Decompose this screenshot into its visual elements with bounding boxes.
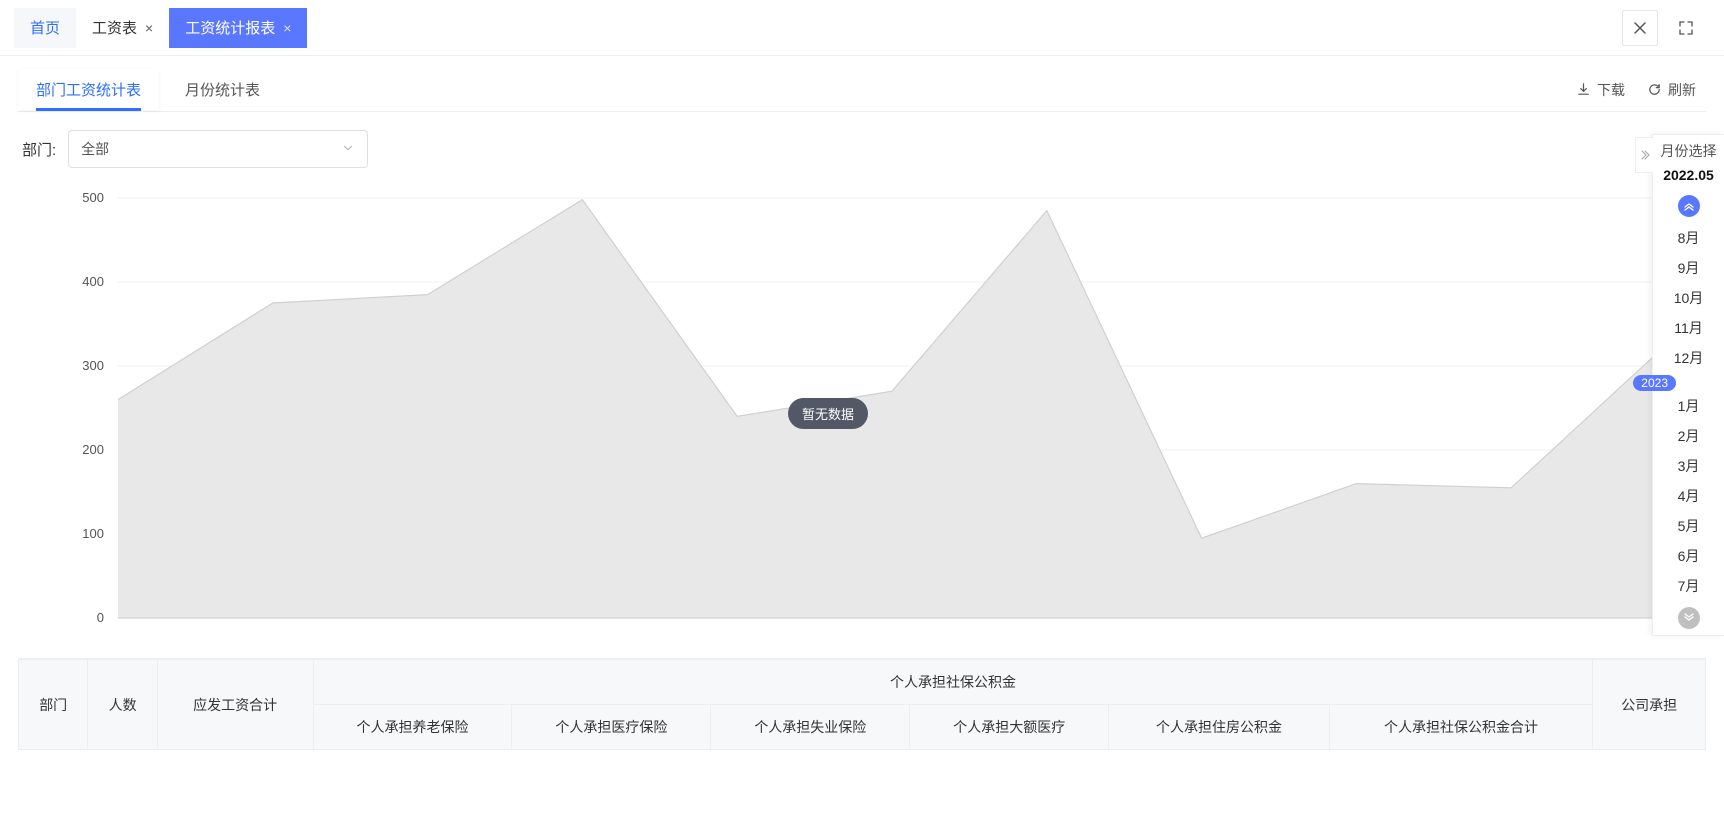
refresh-button[interactable]: 刷新 (1647, 80, 1696, 100)
month-scroll-down-button[interactable] (1678, 607, 1700, 629)
fullscreen-icon (1678, 20, 1694, 36)
tab-home-label: 首页 (30, 17, 60, 38)
refresh-label: 刷新 (1668, 80, 1696, 100)
month-item-b-5[interactable]: 6月 (1653, 541, 1724, 571)
col-g-1: 个人承担医疗保险 (512, 705, 711, 750)
col-company-pay: 公司承担 (1593, 660, 1706, 750)
month-item-b-6[interactable]: 7月 (1653, 571, 1724, 601)
close-icon (1632, 20, 1648, 36)
chevron-up-double-icon (1683, 200, 1695, 212)
col-group-personal-social: 个人承担社保公积金 (313, 660, 1593, 705)
svg-text:200: 200 (82, 442, 104, 457)
dept-select-value: 全部 (81, 139, 109, 159)
month-panel-title: 月份选择 (1653, 135, 1724, 167)
svg-text:0: 0 (97, 610, 104, 625)
tab-salary-stats-label: 工资统计报表 (185, 17, 275, 38)
fullscreen-button[interactable] (1668, 10, 1704, 46)
svg-text:300: 300 (82, 358, 104, 373)
month-item-a-1[interactable]: 9月 (1653, 253, 1724, 283)
sub-tab-month-label: 月份统计表 (185, 82, 260, 99)
month-item-b-2[interactable]: 3月 (1653, 451, 1724, 481)
chevron-down-icon (341, 141, 355, 158)
tab-salary-sheet[interactable]: 工资表 × (76, 8, 169, 48)
chart-empty-tooltip: 暂无数据 (788, 398, 868, 429)
col-people: 人数 (88, 660, 157, 750)
stats-table: 部门 人数 应发工资合计 个人承担社保公积金 公司承担 个人承担养老保险 个人承… (18, 659, 1706, 750)
download-icon (1576, 82, 1591, 97)
dept-select[interactable]: 全部 (68, 130, 368, 168)
col-g-0: 个人承担养老保险 (313, 705, 512, 750)
close-icon[interactable]: × (283, 20, 291, 36)
month-item-a-2[interactable]: 10月 (1653, 283, 1724, 313)
col-g-2: 个人承担失业保险 (711, 705, 910, 750)
month-picker-panel: 月份选择 2022.05 8月9月10月11月12月 2023 1月2月3月4月… (1652, 134, 1724, 636)
month-year-badge: 2023 (1633, 375, 1676, 391)
month-item-b-3[interactable]: 4月 (1653, 481, 1724, 511)
filter-row: 部门: 全部 (18, 112, 1706, 172)
sub-tab-month-stats[interactable]: 月份统计表 (167, 69, 278, 110)
month-scroll-up-button[interactable] (1678, 195, 1700, 217)
month-item-b-1[interactable]: 2月 (1653, 421, 1724, 451)
tab-salary-sheet-label: 工资表 (92, 17, 137, 38)
month-panel-current: 2022.05 (1653, 167, 1724, 189)
col-g-5: 个人承担社保公积金合计 (1329, 705, 1593, 750)
tab-home[interactable]: 首页 (14, 8, 76, 48)
col-g-3: 个人承担大额医疗 (910, 705, 1109, 750)
chevron-right-double-icon (1640, 149, 1650, 161)
refresh-icon (1647, 82, 1662, 97)
sub-tab-tools: 下载 刷新 (1576, 80, 1706, 100)
sub-tab-strip: 部门工资统计表 月份统计表 下载 刷新 (18, 68, 1706, 112)
month-item-b-4[interactable]: 5月 (1653, 511, 1724, 541)
main-tab-strip: 首页 工资表 × 工资统计报表 × (0, 0, 1724, 56)
dept-filter-label: 部门: (22, 139, 56, 160)
tab-salary-stats-report[interactable]: 工资统计报表 × (169, 8, 307, 48)
chevron-down-double-icon (1683, 612, 1695, 624)
month-item-a-0[interactable]: 8月 (1653, 223, 1724, 253)
salary-chart: 0 100 200 300 400 500 暂无数据 (18, 178, 1706, 648)
tab-strip-right-tools (1622, 10, 1724, 46)
download-label: 下载 (1597, 80, 1625, 100)
col-dept: 部门 (19, 660, 88, 750)
download-button[interactable]: 下载 (1576, 80, 1625, 100)
stats-table-wrap: 部门 人数 应发工资合计 个人承担社保公积金 公司承担 个人承担养老保险 个人承… (18, 658, 1706, 750)
svg-text:500: 500 (82, 190, 104, 205)
svg-text:400: 400 (82, 274, 104, 289)
chart-tooltip-text: 暂无数据 (802, 407, 854, 422)
close-icon[interactable]: × (145, 20, 153, 36)
month-item-b-0[interactable]: 1月 (1653, 391, 1724, 421)
close-all-tabs-button[interactable] (1622, 10, 1658, 46)
svg-text:100: 100 (82, 526, 104, 541)
sub-tab-dept-label: 部门工资统计表 (36, 82, 141, 99)
col-total-pay: 应发工资合计 (157, 660, 313, 750)
month-panel-collapse-button[interactable] (1635, 137, 1653, 173)
month-item-a-4[interactable]: 12月 (1653, 343, 1724, 373)
sub-tab-dept-stats[interactable]: 部门工资统计表 (18, 69, 159, 110)
month-item-a-3[interactable]: 11月 (1653, 313, 1724, 343)
col-g-4: 个人承担住房公积金 (1109, 705, 1330, 750)
